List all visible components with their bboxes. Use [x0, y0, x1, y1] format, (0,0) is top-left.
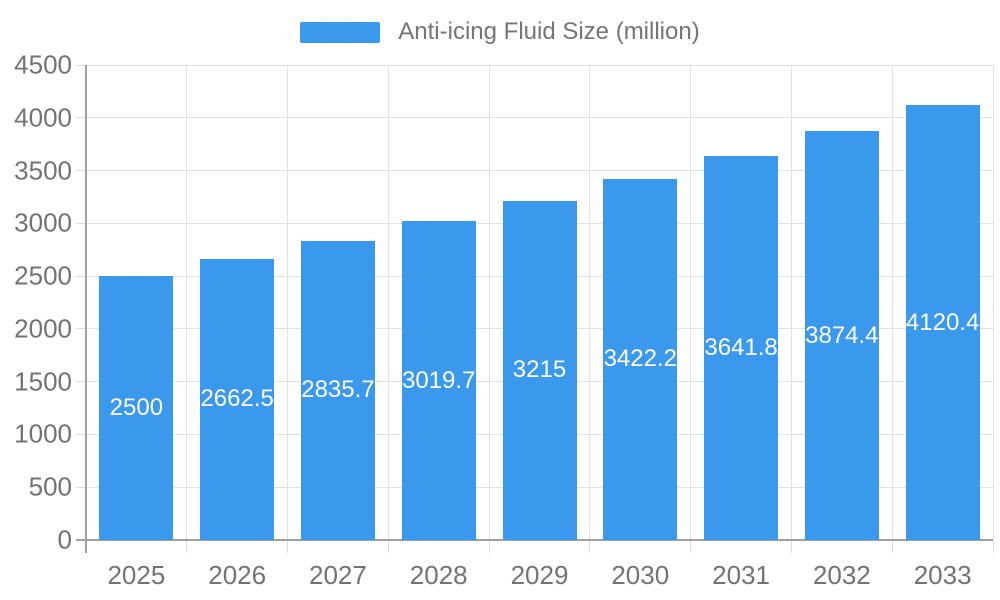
- bar[interactable]: [200, 258, 274, 540]
- gridline-vertical: [992, 65, 994, 540]
- y-axis-label: 1000: [14, 418, 72, 449]
- x-axis-tick: [589, 540, 591, 553]
- bar-value-label: 2662.5: [200, 385, 274, 413]
- y-axis-tick: [76, 275, 86, 277]
- bar-value-label: 4120.4: [905, 308, 980, 336]
- gridline-horizontal: [86, 170, 993, 172]
- y-axis-label: 0: [57, 524, 72, 555]
- bar[interactable]: [603, 178, 677, 540]
- gridline-horizontal: [86, 117, 993, 119]
- x-axis-label: 2030: [611, 560, 670, 590]
- x-axis-label: 2031: [712, 560, 770, 590]
- x-axis-tick: [488, 540, 490, 553]
- y-axis-line: [85, 65, 87, 553]
- bar-value-label: 2500: [109, 394, 164, 422]
- gridline-vertical: [690, 65, 692, 540]
- x-axis-tick: [790, 540, 792, 553]
- bar-value-label: 3215: [512, 356, 567, 384]
- y-axis-label: 4000: [14, 102, 72, 133]
- y-axis-label: 2500: [14, 260, 72, 291]
- bar[interactable]: [503, 200, 577, 540]
- x-axis-label: 2027: [309, 560, 367, 590]
- x-axis-tick: [891, 540, 893, 553]
- gridline-vertical: [891, 65, 893, 540]
- y-axis-label: 500: [28, 471, 72, 502]
- y-axis-tick: [76, 170, 86, 172]
- bar-value-label: 2835.7: [301, 376, 375, 404]
- legend-swatch[interactable]: [300, 21, 381, 43]
- bar[interactable]: [301, 240, 375, 540]
- x-axis-label: 2028: [409, 560, 468, 590]
- bar-value-label: 3874.4: [805, 321, 879, 349]
- bar-value-label: 3641.8: [704, 333, 778, 361]
- y-axis-label: 3500: [14, 155, 72, 186]
- bar-value-label: 3019.7: [402, 366, 476, 394]
- y-axis-tick: [76, 381, 86, 383]
- gridline-vertical: [488, 65, 490, 540]
- x-axis-tick: [690, 540, 692, 553]
- bar[interactable]: [704, 155, 778, 540]
- y-axis-tick: [76, 486, 86, 488]
- y-axis-tick: [76, 64, 86, 66]
- y-axis-tick: [76, 433, 86, 435]
- y-axis-tick: [76, 222, 86, 224]
- x-axis-tick: [387, 540, 389, 553]
- bar[interactable]: [402, 221, 476, 540]
- gridline-vertical: [186, 65, 188, 540]
- x-axis-tick: [186, 540, 188, 553]
- bar[interactable]: [99, 276, 173, 540]
- y-axis-label: 3000: [14, 207, 72, 238]
- legend[interactable]: Anti-icing Fluid Size (million): [0, 18, 1000, 46]
- x-axis-label: 2026: [208, 560, 267, 590]
- x-axis-tick: [287, 540, 289, 553]
- y-axis-label: 2000: [14, 313, 72, 344]
- bar[interactable]: [805, 131, 879, 540]
- bar[interactable]: [906, 105, 980, 540]
- y-axis-tick: [76, 328, 86, 330]
- x-axis-tick: [992, 540, 994, 553]
- x-axis-label: 2029: [510, 560, 569, 590]
- y-axis-tick: [76, 117, 86, 119]
- gridline-vertical: [387, 65, 389, 540]
- y-axis-label: 1500: [14, 366, 72, 397]
- gridline-horizontal: [86, 64, 993, 66]
- gridline-vertical: [589, 65, 591, 540]
- legend-label[interactable]: Anti-icing Fluid Size (million): [398, 18, 700, 45]
- y-axis-label: 4500: [14, 49, 72, 80]
- gridline-vertical: [790, 65, 792, 540]
- bar-value-label: 3422.2: [603, 345, 677, 373]
- x-axis-label: 2032: [812, 560, 871, 590]
- gridline-vertical: [287, 65, 289, 540]
- x-axis-label: 2033: [913, 560, 972, 590]
- x-axis-label: 2025: [107, 560, 166, 590]
- x-axis-line: [76, 539, 993, 541]
